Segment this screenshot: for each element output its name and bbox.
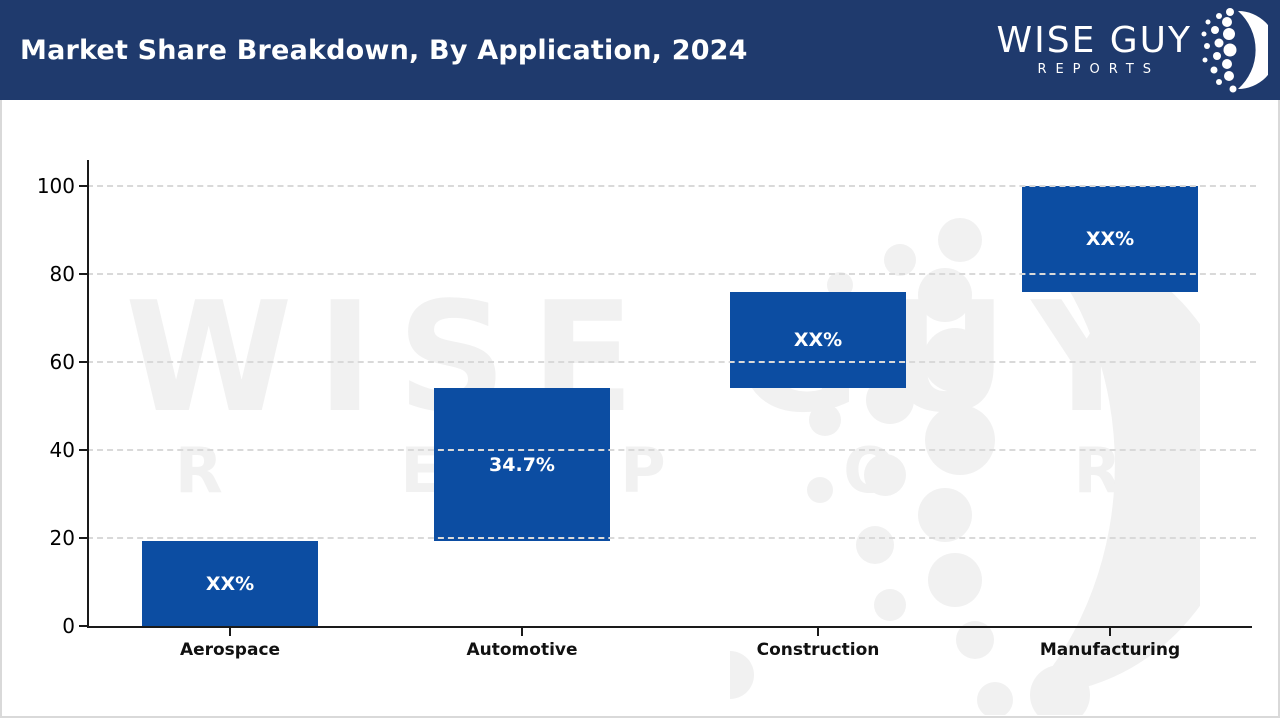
x-category-construction: Construction (756, 640, 880, 660)
gridline-y80 (87, 273, 1256, 275)
x-tick-manufacturing (1109, 628, 1111, 636)
x-tick-aerospace (229, 628, 231, 636)
y-tick-0 (79, 625, 87, 627)
brand-subtitle: REPORTS (1037, 62, 1161, 77)
y-tick-80 (79, 273, 87, 275)
frame-right (1278, 100, 1280, 718)
gridline-y20 (87, 537, 1256, 539)
bar-value-label: XX% (793, 328, 843, 351)
y-tick-label-20: 20 (49, 526, 75, 550)
brand-logo: WISE GUY REPORTS (996, 5, 1268, 95)
bar-value-label: XX% (205, 572, 255, 595)
bar-aerospace: XX% (142, 541, 318, 626)
y-tick-label-80: 80 (49, 262, 75, 286)
frame-left (0, 100, 2, 718)
brand-head-icon (1201, 8, 1268, 93)
gridline-y60 (87, 361, 1256, 363)
gridline-y40 (87, 449, 1256, 451)
y-axis (87, 160, 89, 628)
x-tick-automotive (521, 628, 523, 636)
y-tick-100 (79, 185, 87, 187)
y-tick-label-40: 40 (49, 438, 75, 462)
frame-bottom (0, 716, 1280, 718)
y-tick-40 (79, 449, 87, 451)
brand-logo-text: WISE GUY REPORTS (996, 20, 1193, 78)
x-tick-construction (817, 628, 819, 636)
chart-title: Market Share Breakdown, By Application, … (20, 34, 748, 66)
x-category-manufacturing: Manufacturing (1039, 640, 1181, 660)
x-category-aerospace: Aerospace (179, 640, 281, 660)
bar-value-label: XX% (1085, 227, 1135, 250)
bar-construction: XX% (730, 291, 906, 389)
y-tick-60 (79, 361, 87, 363)
bar-manufacturing: XX% (1022, 186, 1198, 292)
x-axis (87, 626, 1252, 628)
y-tick-label-100: 100 (36, 174, 75, 198)
brand-name: WISE GUY (996, 20, 1192, 61)
y-tick-label-0: 0 (62, 614, 75, 638)
y-tick-20 (79, 537, 87, 539)
bar-value-label: 34.7% (489, 453, 555, 476)
gridline-y100 (87, 185, 1256, 187)
bar-automotive: 34.7% (434, 388, 610, 542)
header-bar: Market Share Breakdown, By Application, … (0, 0, 1280, 100)
x-category-automotive: Automotive (466, 640, 578, 660)
y-tick-label-60: 60 (49, 350, 75, 374)
